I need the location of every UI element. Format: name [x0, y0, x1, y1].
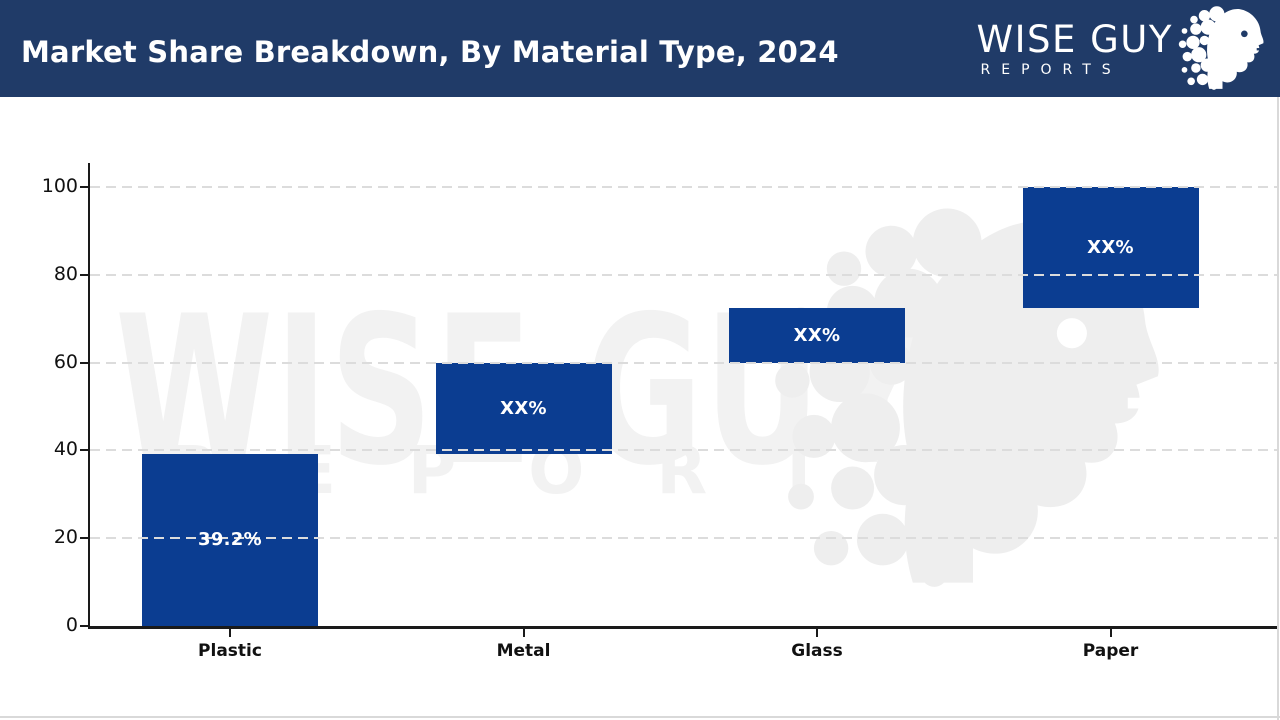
x-tick-mark: [816, 629, 818, 637]
gridline: [90, 186, 1277, 188]
bar-value-label: XX%: [1087, 236, 1134, 258]
gridline: [90, 449, 1277, 452]
y-tick-mark: [80, 273, 88, 276]
y-tick-mark: [80, 449, 88, 452]
y-axis-line: [88, 163, 90, 629]
y-tick-label: 20: [53, 526, 78, 549]
x-category-label: Glass: [791, 641, 843, 661]
gridline: [90, 537, 1277, 540]
bar-value-label: XX%: [500, 397, 547, 419]
y-tick-label: 60: [53, 350, 78, 373]
y-tick-label: 80: [53, 262, 78, 285]
y-tick-mark: [80, 361, 88, 364]
x-category-label: Plastic: [198, 641, 262, 661]
logo-text: WISE GUY REPORTS: [977, 21, 1173, 77]
bar-metal: [435, 362, 612, 454]
page-title: Market Share Breakdown, By Material Type…: [21, 34, 839, 69]
x-axis-line: [88, 626, 1277, 629]
gridline: [90, 361, 1277, 364]
page-bottom-border: [0, 716, 1280, 718]
gridline: [90, 273, 1277, 276]
x-tick-mark: [522, 629, 525, 637]
logo-head-icon: [1178, 5, 1264, 90]
x-tick-mark: [229, 629, 231, 637]
x-category-label: Metal: [496, 641, 551, 661]
bar-value-label: XX%: [793, 324, 841, 346]
y-tick-mark: [80, 186, 88, 188]
y-tick-label: 100: [41, 175, 78, 197]
y-tick-label: 40: [53, 438, 78, 461]
report-header: Market Share Breakdown, By Material Type…: [0, 0, 1280, 97]
y-tick-mark: [80, 625, 88, 627]
y-tick-label: 0: [65, 614, 78, 636]
x-tick-mark: [1109, 629, 1112, 637]
logo-wordmark: WISE GUY: [976, 17, 1173, 61]
y-tick-mark: [80, 537, 88, 540]
logo-subtitle: REPORTS: [980, 61, 1122, 78]
bar-value-label: 39.2%: [198, 529, 262, 551]
page-right-border: [1277, 97, 1279, 720]
wiseguy-logo: WISE GUY REPORTS: [977, 5, 1270, 92]
x-category-label: Paper: [1082, 641, 1139, 661]
bar-plastic: [142, 453, 318, 626]
